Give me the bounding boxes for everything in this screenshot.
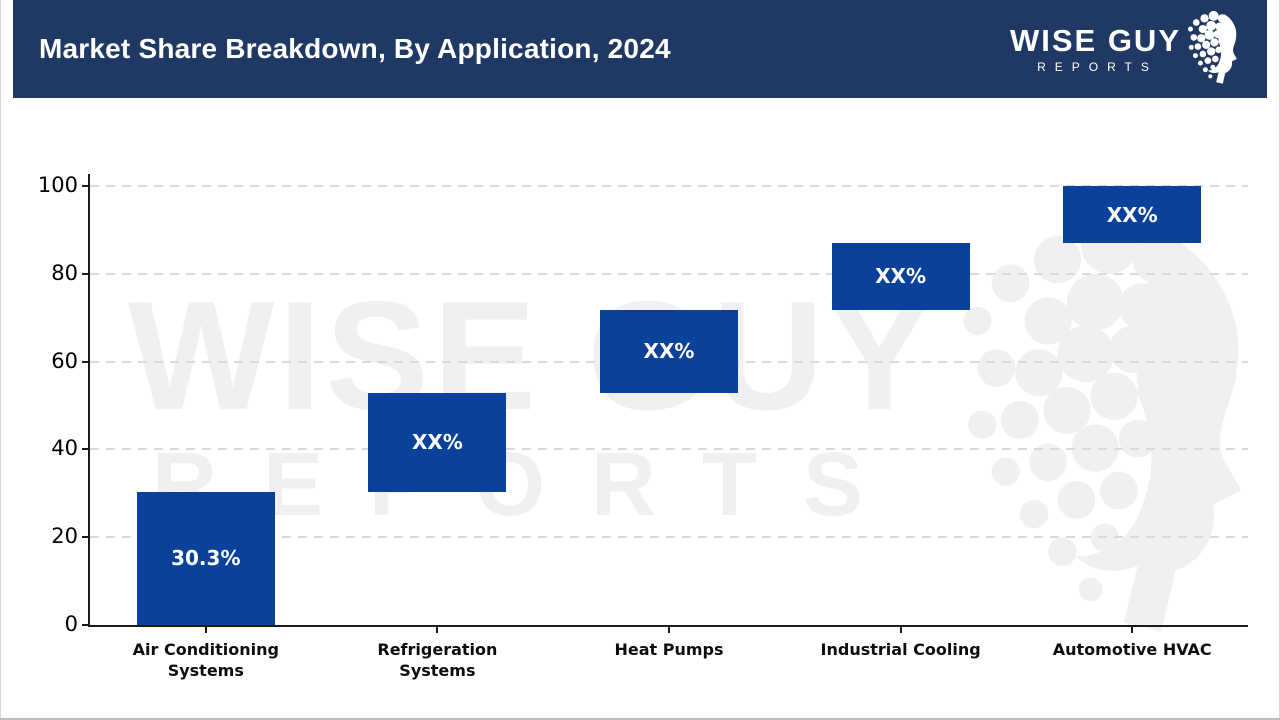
y-tick-mark: [82, 272, 90, 275]
x-category-label: Automotive HVAC: [1052, 640, 1212, 659]
x-tick-mark: [1131, 625, 1134, 633]
bar-value-label: XX%: [643, 339, 695, 364]
bar-value-label: XX%: [875, 264, 927, 289]
x-tick-mark: [436, 625, 439, 633]
y-tick-mark: [82, 624, 90, 626]
x-category-label: Industrial Cooling: [820, 640, 981, 659]
brand-logo-text: WISE GUY REPORTS: [1010, 25, 1181, 74]
x-axis-line: [88, 625, 1248, 627]
watermark-head-icon: [963, 222, 1242, 632]
y-axis-line: [88, 174, 90, 627]
page-bottom-edge: [0, 718, 1280, 720]
y-tick-mark: [82, 448, 90, 451]
brand-subname: REPORTS: [1037, 59, 1158, 74]
bar-value-label: XX%: [411, 430, 463, 455]
bar-segment: XX%: [600, 309, 738, 393]
y-tick-label: 80: [51, 260, 78, 285]
y-tick-label: 100: [37, 173, 78, 197]
x-tick-mark: [204, 625, 207, 633]
bar-value-label: 30.3%: [171, 546, 241, 571]
brand-head-icon: [1187, 11, 1237, 84]
x-category-label: Heat Pumps: [614, 640, 724, 659]
y-tick-mark: [82, 185, 90, 187]
y-tick-label: 40: [51, 436, 78, 461]
gridline-20: [90, 536, 1248, 539]
y-tick-mark: [82, 536, 90, 539]
bar-segment: XX%: [368, 392, 507, 492]
gridline-40: [90, 448, 1248, 451]
bar-segment: 30.3%: [136, 491, 275, 625]
brand-name: WISE GUY: [1009, 22, 1181, 58]
page-title: Market Share Breakdown, By Application, …: [39, 33, 671, 64]
header-bar: Market Share Breakdown, By Application, …: [13, 0, 1267, 98]
bar-value-label: XX%: [1106, 202, 1158, 227]
bar-segment: XX%: [1063, 186, 1202, 244]
watermark-text-primary: WISE GUY: [128, 269, 936, 442]
y-tick-label: 60: [51, 348, 78, 373]
bar-segment: XX%: [831, 243, 970, 310]
page-left-edge: [0, 0, 1, 720]
brand-logo: WISE GUY REPORTS: [1010, 11, 1241, 87]
gridline-100: [90, 185, 1248, 187]
y-tick-label: 20: [51, 524, 78, 549]
x-tick-mark: [899, 625, 902, 633]
y-tick-label: 0: [64, 612, 78, 636]
x-category-label: Refrigeration Systems: [377, 640, 498, 680]
x-category-label: Air Conditioning Systems: [132, 640, 279, 680]
x-tick-mark: [668, 625, 670, 633]
gridline-80: [90, 272, 1248, 275]
y-tick-mark: [82, 360, 90, 363]
